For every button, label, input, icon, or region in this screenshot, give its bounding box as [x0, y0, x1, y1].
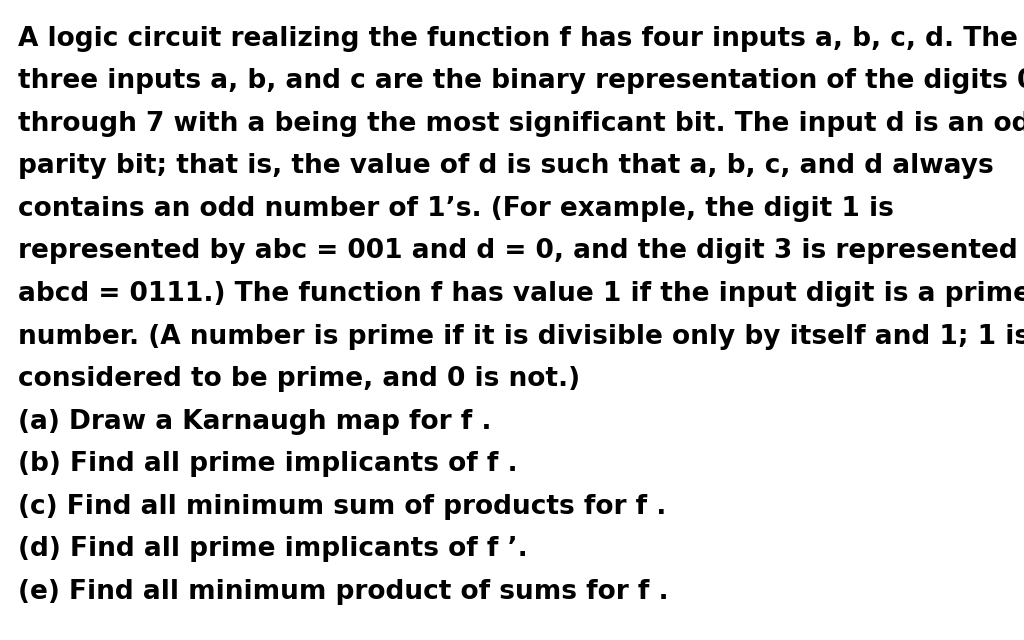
Text: (d) Find all prime implicants of f ’.: (d) Find all prime implicants of f ’.: [18, 536, 528, 563]
Text: number. (A number is prime if it is divisible only by itself and 1; 1 is: number. (A number is prime if it is divi…: [18, 324, 1024, 349]
Text: through 7 with a being the most significant bit. The input d is an odd-: through 7 with a being the most signific…: [18, 111, 1024, 137]
Text: A logic circuit realizing the function f has four inputs a, b, c, d. The: A logic circuit realizing the function f…: [18, 26, 1018, 52]
Text: abcd = 0111.) The function f has value 1 if the input digit is a prime: abcd = 0111.) The function f has value 1…: [18, 281, 1024, 307]
Text: represented by abc = 001 and d = 0, and the digit 3 is represented by: represented by abc = 001 and d = 0, and …: [18, 239, 1024, 264]
Text: contains an odd number of 1’s. (For example, the digit 1 is: contains an odd number of 1’s. (For exam…: [18, 196, 894, 222]
Text: (b) Find all prime implicants of f .: (b) Find all prime implicants of f .: [18, 451, 518, 477]
Text: (e) Find all minimum product of sums for f .: (e) Find all minimum product of sums for…: [18, 579, 669, 605]
Text: considered to be prime, and 0 is not.): considered to be prime, and 0 is not.): [18, 366, 581, 392]
Text: (a) Draw a Karnaugh map for f .: (a) Draw a Karnaugh map for f .: [18, 409, 492, 435]
Text: parity bit; that is, the value of d is such that a, b, c, and d always: parity bit; that is, the value of d is s…: [18, 154, 994, 179]
Text: three inputs a, b, and c are the binary representation of the digits 0: three inputs a, b, and c are the binary …: [18, 68, 1024, 94]
Text: (c) Find all minimum sum of products for f .: (c) Find all minimum sum of products for…: [18, 494, 667, 520]
